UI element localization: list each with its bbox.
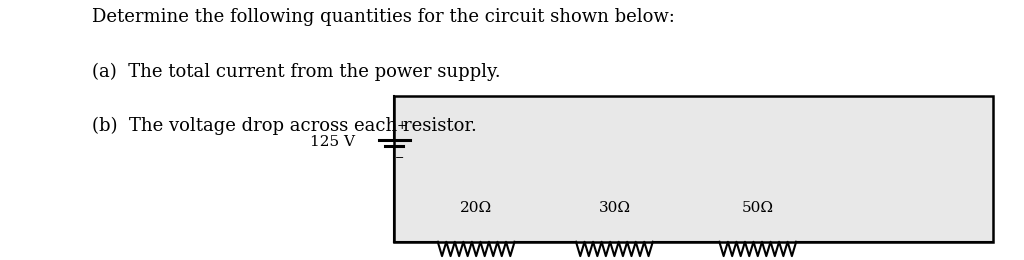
Text: 125 V: 125 V [310,135,355,149]
Text: (b)  The voltage drop across each resistor.: (b) The voltage drop across each resisto… [92,117,477,135]
Text: −: − [394,153,404,162]
Text: 30Ω: 30Ω [598,201,631,215]
Text: 50Ω: 50Ω [741,201,774,215]
Text: 20Ω: 20Ω [460,201,493,215]
Text: (a)  The total current from the power supply.: (a) The total current from the power sup… [92,62,501,81]
Text: +: + [397,119,408,132]
Text: Determine the following quantities for the circuit shown below:: Determine the following quantities for t… [92,8,675,26]
Bar [394,96,993,242]
